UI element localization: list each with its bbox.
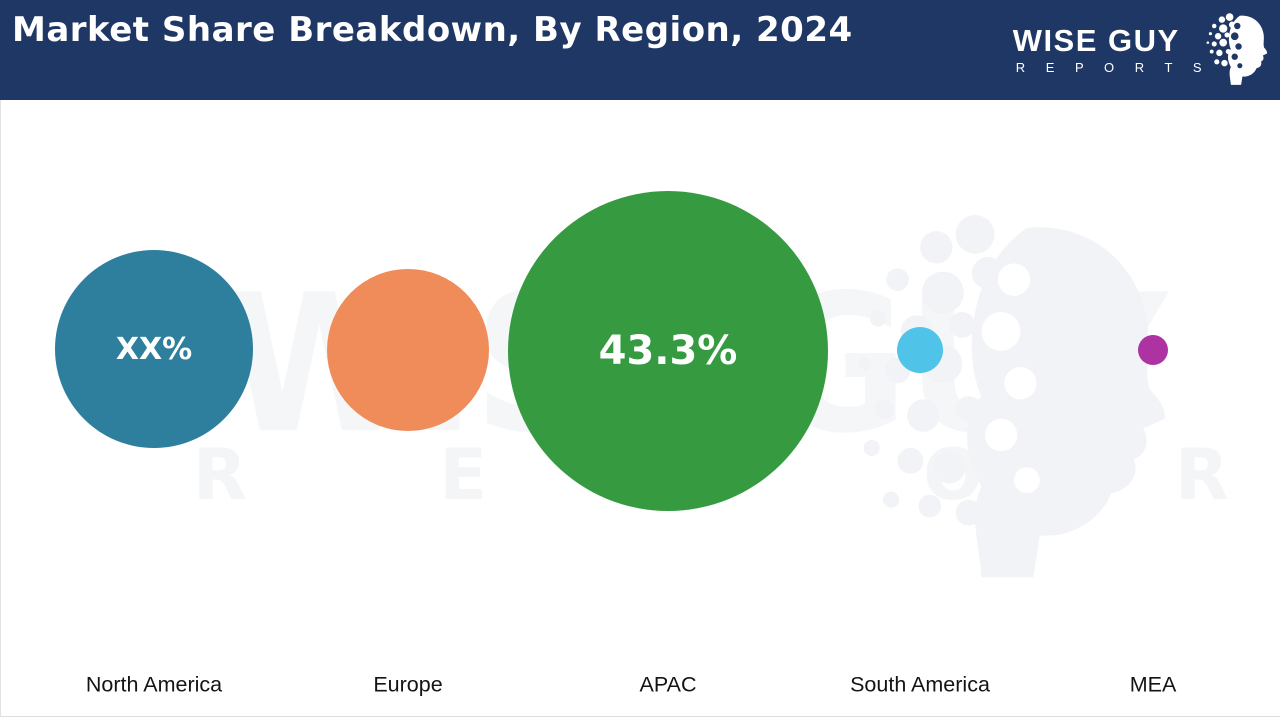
category-label-apac: APAC: [639, 672, 697, 697]
wise-guy-reports-logo: WISE GUY R E P O R T S: [1013, 6, 1268, 94]
bubble-north-america: XX%: [55, 250, 253, 448]
bubble-south-america: [897, 327, 943, 373]
bubble-value-label-apac: 43.3%: [598, 328, 738, 374]
header-bar: Market Share Breakdown, By Region, 2024 …: [0, 0, 1280, 100]
logo-face-icon: [1206, 13, 1268, 85]
category-label-mea: MEA: [1129, 672, 1177, 697]
logo-reports-text: R E P O R T S: [1015, 60, 1210, 76]
category-label-europe: Europe: [373, 672, 443, 697]
bubble-apac: 43.3%: [508, 191, 828, 511]
bubble-mea: [1138, 335, 1168, 365]
page-title: Market Share Breakdown, By Region, 2024: [12, 10, 853, 50]
bubble-value-label-north-america: XX%: [115, 331, 193, 367]
watermark-face-icon: [858, 215, 1165, 578]
logo-name-text: WISE GUY: [1012, 22, 1180, 58]
bubble-europe: [327, 269, 489, 431]
category-label-north-america: North America: [85, 672, 223, 697]
logo-text: WISE GUY R E P O R T S: [1012, 22, 1210, 76]
category-label-south-america: South America: [850, 672, 990, 697]
